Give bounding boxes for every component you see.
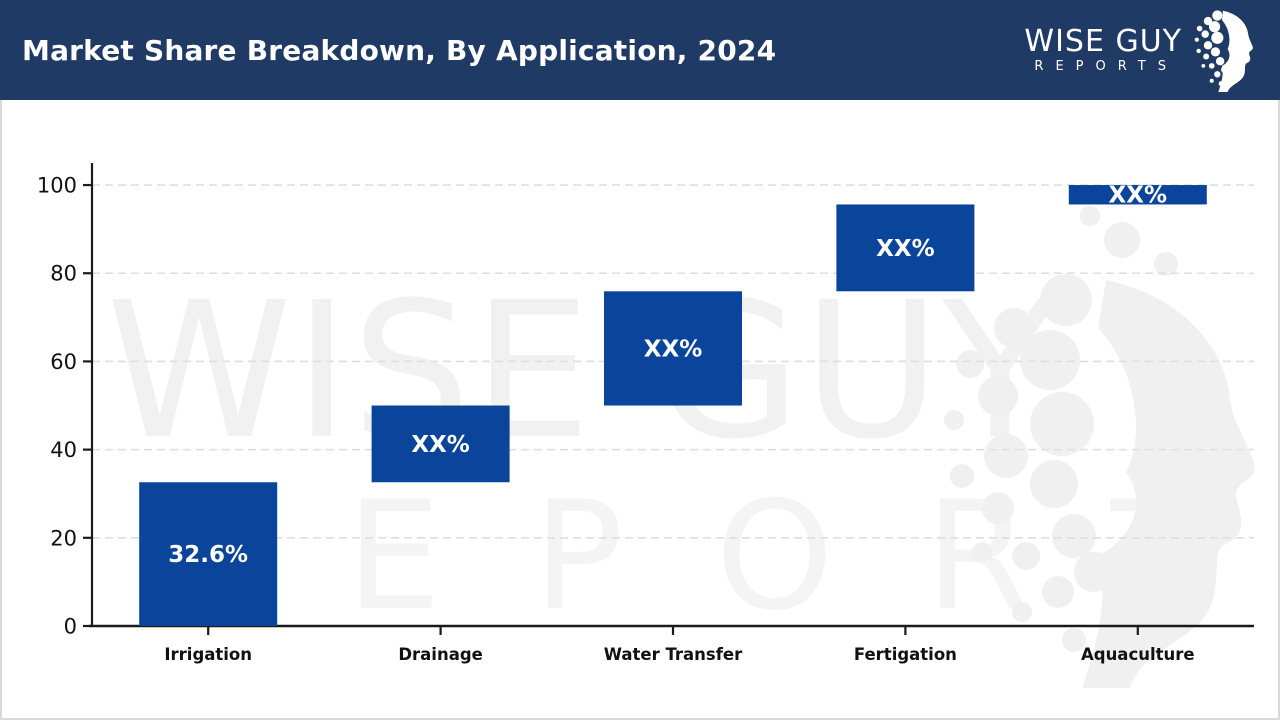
- x-label-fertigation: Fertigation: [854, 645, 957, 664]
- value-label-aquaculture: XX%: [1109, 183, 1168, 209]
- value-label-water-transfer: XX%: [644, 336, 703, 362]
- bar-aquaculture: [1068, 185, 1207, 205]
- wise-guy-logo: WISE GUY REPORTS: [1024, 8, 1258, 92]
- watermark-face-icon: [944, 206, 1255, 688]
- bar-drainage: [371, 405, 510, 483]
- value-label-fertigation: XX%: [876, 236, 935, 262]
- header-bar: Market Share Breakdown, By Application, …: [0, 0, 1280, 100]
- y-tick-label-40: 40: [50, 438, 77, 462]
- y-tick-label-20: 20: [50, 526, 77, 550]
- logo-subtext: REPORTS: [1034, 59, 1179, 74]
- waterfall-chart: 0 20 40 60 80 100 32.6% Irrigation XX% Drainage XX…: [37, 163, 1254, 664]
- value-label-drainage: XX%: [411, 432, 470, 458]
- bar-fertigation: [836, 204, 975, 292]
- y-tick-label-80: 80: [50, 262, 77, 286]
- watermark-wordmark: WISE GUY: [106, 262, 1060, 481]
- y-tick-label-60: 60: [50, 350, 77, 374]
- chart-area: WISE GUY REPORTS 02040608010032.6%Irriga…: [0, 100, 1280, 720]
- logo-wordmark-block: WISE GUY REPORTS: [1024, 24, 1182, 74]
- logo-wordmark: WISE GUY: [1024, 24, 1182, 59]
- x-label-drainage: Drainage: [398, 645, 483, 664]
- logo-face-icon: [1194, 10, 1253, 92]
- x-label-irrigation: Irrigation: [164, 645, 252, 664]
- y-tick-label-0: 0: [64, 615, 77, 639]
- x-label-water-transfer: Water Transfer: [604, 645, 743, 664]
- value-label-irrigation: 32.6%: [168, 542, 248, 568]
- y-tick-label-100: 100: [37, 174, 77, 198]
- bar-irrigation: [139, 482, 278, 626]
- x-label-aquaculture: Aquaculture: [1081, 645, 1195, 664]
- bar-water-transfer: [604, 291, 742, 406]
- chart-title: Market Share Breakdown, By Application, …: [22, 33, 777, 67]
